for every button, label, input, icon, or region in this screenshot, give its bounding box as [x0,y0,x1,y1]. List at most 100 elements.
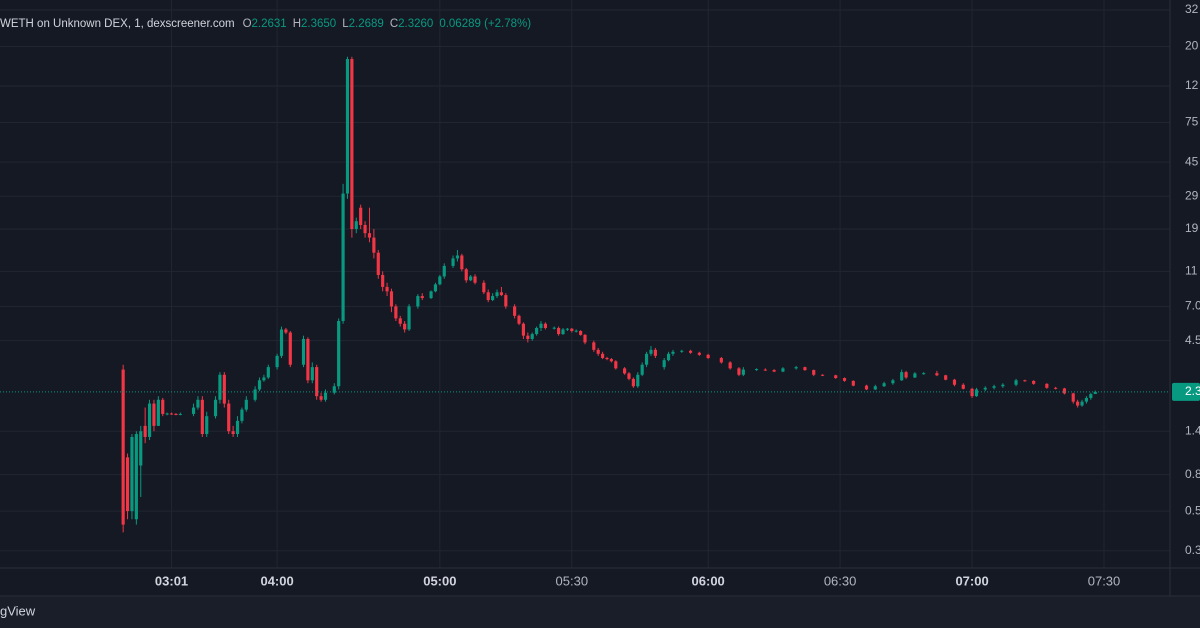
candle-body [666,353,671,361]
candle-body [381,274,385,287]
candle-body [706,354,710,358]
ohlc-value: 2.3260 [398,18,433,30]
candle-body [143,425,147,437]
candle-body [178,413,182,415]
y-tick-label: 7.0 [1185,299,1200,313]
candle-body [156,399,160,426]
candle-body [244,399,248,410]
candle-body [227,403,231,432]
candle-body [310,367,314,381]
candle-body [266,367,270,378]
candle-body [499,292,504,296]
candle-body [851,380,855,386]
candle-body [631,378,635,387]
candle-body [235,420,240,435]
y-tick-label: 19 [1185,221,1199,235]
candle-body [152,403,156,426]
candle-body [1080,401,1084,406]
candle-body [231,431,235,435]
candle-body [1023,380,1027,382]
candle-body [526,335,530,339]
candle-body [539,323,543,328]
candle-body [407,306,411,330]
candle-body [337,321,341,387]
candle-body [165,413,169,415]
candle-body [121,369,125,525]
candle-body [561,329,565,335]
candle-body [125,457,130,512]
candle-body [134,434,138,520]
candle-body [464,269,468,281]
candle-body [913,373,917,378]
last-price-box [1172,382,1200,401]
grid [0,0,1170,568]
candle-body [737,368,741,375]
candle-body [900,372,904,381]
candle-body [1071,393,1075,402]
y-tick-label: 4.5 [1185,333,1200,347]
candle-body [543,323,547,328]
x-tick-label: 04:00 [260,573,293,588]
candle-body [1001,384,1005,387]
candle-body [609,359,613,362]
candle-body [191,407,196,414]
candle-body [341,193,345,322]
candle-body [627,373,631,379]
candle-body [662,360,666,368]
candle-body [653,349,657,356]
candle-body [605,357,609,360]
candle-body [592,342,596,350]
y-tick-label: 0.3 [1185,543,1200,557]
candle-body [944,375,948,380]
candle-body [1032,380,1036,384]
candle-body [301,338,306,365]
candles [0,56,1170,533]
candle-body [363,225,367,234]
candle-body [394,306,398,319]
candle-body [389,291,394,307]
candle-body [517,315,521,324]
candle-body [1014,380,1018,385]
y-tick-label: 32 [1185,2,1199,16]
candle-body [781,368,785,372]
candle-body [200,399,204,435]
candle-body [398,318,402,324]
candle-body [772,370,776,372]
candle-body [275,355,279,368]
ohlc-value: 2.2631 [252,18,287,30]
candle-body [521,323,526,336]
candle-body [442,265,446,277]
y-tick-label: 75 [1185,115,1199,129]
candle-body [574,330,578,332]
candle-body [688,350,693,353]
candle-body [834,375,838,379]
candle-body [240,409,244,421]
candle-body [354,221,358,229]
ohlc-label: H [293,18,301,30]
x-tick-label: 07:30 [1088,573,1121,588]
candle-body [763,369,767,371]
candle-body [169,413,174,415]
candle-body [623,368,627,374]
candle-body [174,413,178,415]
x-tick-label: 06:00 [692,573,725,588]
symbol: WETH on Unknown DEX, 1, dexscreener.com [0,18,235,30]
candle-body [196,399,200,408]
ohlc-value: 2.3650 [301,18,336,30]
candle-body [728,362,732,369]
chart-header: WETH on Unknown DEX, 1, dexscreener.com O… [0,18,531,30]
candle-body [284,329,288,333]
candle-body [1045,383,1049,388]
candle-body [812,370,816,375]
candle-body [218,374,222,400]
candle-body [961,384,965,389]
candle-body [583,334,587,343]
change: 0.06289 (+2.78%) [439,18,531,30]
candle-body [649,349,653,354]
candle-body [1054,387,1058,389]
candle-body [579,330,583,335]
candle-body [279,329,284,356]
candle-body [697,352,701,355]
candle-body [385,286,389,292]
